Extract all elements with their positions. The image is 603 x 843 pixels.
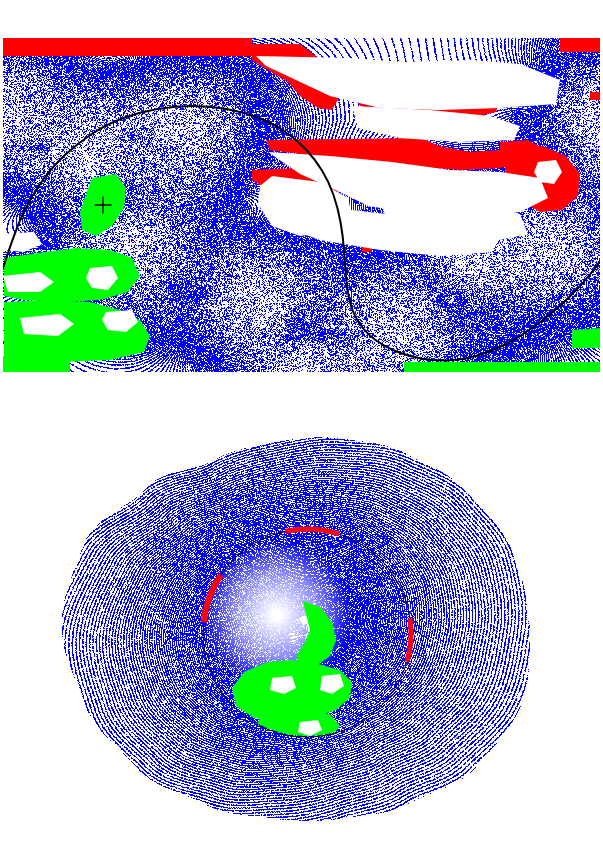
cylindrical-projection-canvas [0,0,603,400]
cylindrical-projection-panel [0,0,603,400]
polar-projection-panel [0,400,603,843]
polar-projection-canvas [0,400,603,843]
